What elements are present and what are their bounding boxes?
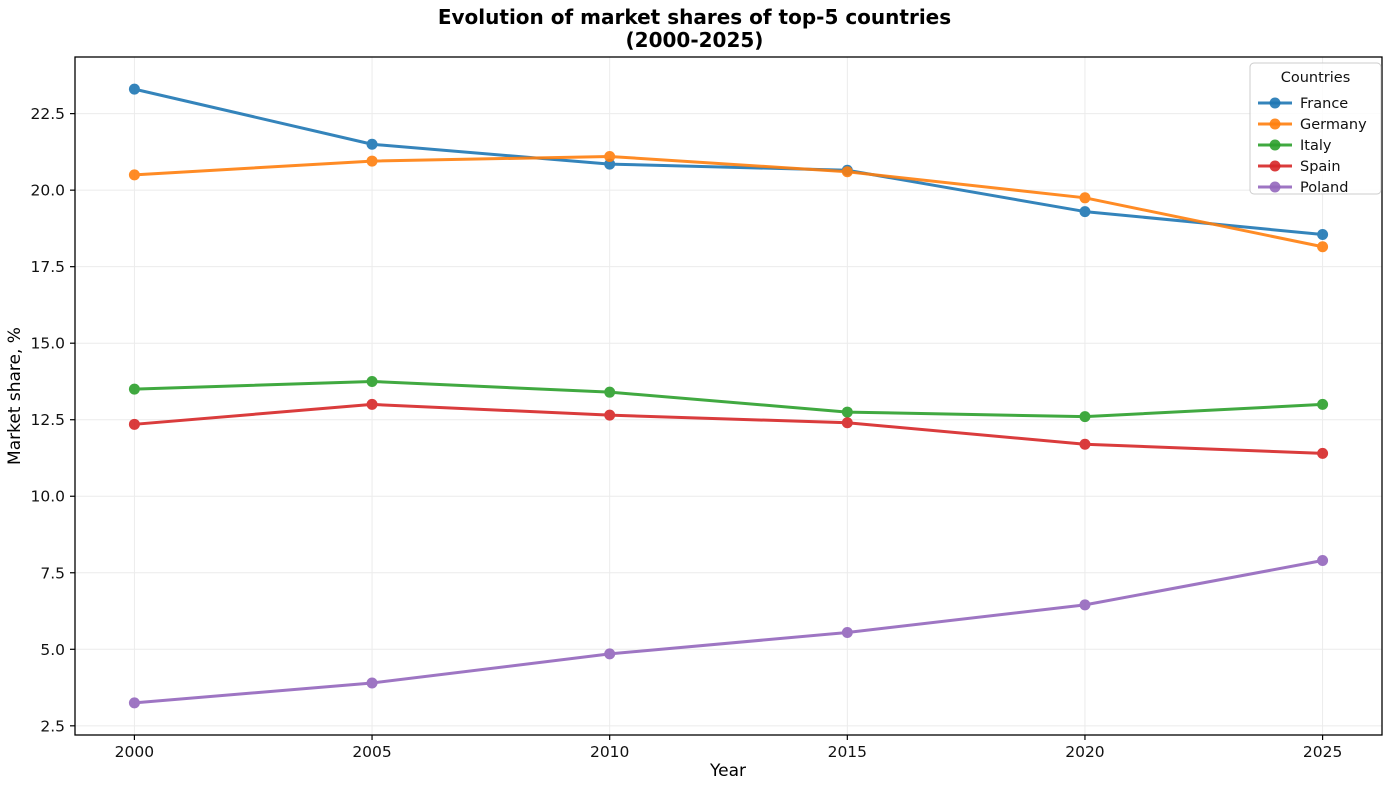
legend-marker-icon (1269, 139, 1281, 151)
legend-marker-icon (1269, 181, 1281, 193)
x-tick-label: 2010 (590, 743, 629, 761)
data-point-france-2000 (128, 83, 140, 95)
series-line-italy (132, 379, 1325, 419)
y-tick-label: 5.0 (40, 641, 65, 659)
x-tick-label: 2000 (115, 743, 154, 761)
legend-marker-icon (1269, 97, 1281, 109)
x-tick-label: 2005 (352, 743, 391, 761)
data-point-spain-2025 (1317, 447, 1329, 459)
y-tick-label: 20.0 (30, 182, 65, 200)
series-france (128, 83, 1329, 241)
data-point-germany-2000 (128, 169, 140, 181)
y-tick-label: 7.5 (40, 564, 65, 582)
series-italy (128, 375, 1329, 423)
data-point-germany-2015 (841, 166, 853, 178)
chart-title: Evolution of market shares of top-5 coun… (0, 6, 1389, 52)
legend-entry-label: Spain (1300, 159, 1341, 175)
y-tick-label: 17.5 (30, 258, 65, 276)
series-spain (128, 398, 1329, 459)
legend-entry-france: France (1258, 96, 1348, 112)
data-point-france-2005 (366, 138, 378, 150)
legend-title: Countries (1281, 70, 1351, 86)
data-point-italy-2020 (1079, 411, 1091, 423)
data-point-germany-2010 (604, 150, 616, 162)
data-point-spain-2010 (604, 409, 616, 421)
data-point-spain-2005 (366, 398, 378, 410)
data-point-spain-2020 (1079, 438, 1091, 450)
data-point-france-2025 (1317, 229, 1329, 241)
data-point-italy-2010 (604, 386, 616, 398)
axis-tick-labels: 2000 2005 2010 2015 2020 2025 2.5 5.0 7.5 10.0 12.… (30, 105, 1342, 761)
data-point-poland-2005 (366, 677, 378, 689)
legend-entry-label: Poland (1300, 180, 1348, 196)
y-tick-label: 12.5 (30, 411, 65, 429)
y-tick-label: 15.0 (30, 335, 65, 353)
y-axis-label: Market share, % (5, 327, 25, 465)
data-point-spain-2000 (128, 418, 140, 430)
series-line-poland (132, 559, 1325, 705)
legend: Countries France Germany Italy Spain Poland (1249, 62, 1382, 196)
legend-entry-italy: Italy (1258, 138, 1332, 154)
series-line-germany (132, 154, 1325, 249)
y-tick-label: 10.0 (30, 488, 65, 506)
data-point-italy-2000 (128, 383, 140, 395)
data-point-poland-2010 (604, 648, 616, 660)
series-line-france (132, 87, 1325, 237)
legend-entry-poland: Poland (1258, 180, 1348, 196)
data-point-italy-2005 (366, 375, 378, 387)
data-point-germany-2005 (366, 155, 378, 167)
legend-entry-label: Germany (1300, 117, 1367, 133)
data-point-france-2020 (1079, 206, 1091, 218)
data-point-france-2010 (604, 158, 616, 170)
series-germany (128, 150, 1329, 253)
data-point-poland-2015 (841, 626, 853, 638)
legend-entry-spain: Spain (1258, 159, 1341, 175)
legend-box (1249, 62, 1382, 195)
data-point-germany-2020 (1079, 192, 1091, 204)
data-point-poland-2000 (128, 697, 140, 709)
legend-entry-germany: Germany (1258, 117, 1367, 133)
chart-title-line1: Evolution of market shares of top-5 coun… (437, 5, 952, 29)
x-axis-label: Year (710, 761, 746, 781)
data-point-italy-2025 (1317, 398, 1329, 410)
data-point-poland-2020 (1079, 599, 1091, 611)
data-point-italy-2015 (841, 406, 853, 418)
legend-entry-label: France (1300, 96, 1348, 112)
x-tick-label: 2015 (828, 743, 867, 761)
legend-entry-label: Italy (1300, 138, 1332, 154)
y-tick-label: 22.5 (30, 105, 65, 123)
data-point-germany-2025 (1317, 241, 1329, 253)
series-line-spain (132, 402, 1325, 455)
series-poland (128, 555, 1329, 709)
x-tick-label: 2020 (1065, 743, 1104, 761)
axis-ticks (70, 113, 1324, 740)
plot-frame (74, 56, 1383, 736)
data-point-spain-2015 (841, 417, 853, 429)
chart-title-line2: (2000-2025) (625, 28, 764, 52)
x-tick-label: 2025 (1303, 743, 1342, 761)
legend-marker-icon (1269, 160, 1281, 172)
y-tick-label: 2.5 (40, 717, 65, 735)
data-point-poland-2025 (1317, 555, 1329, 567)
legend-marker-icon (1269, 118, 1281, 130)
grid (75, 57, 1382, 735)
